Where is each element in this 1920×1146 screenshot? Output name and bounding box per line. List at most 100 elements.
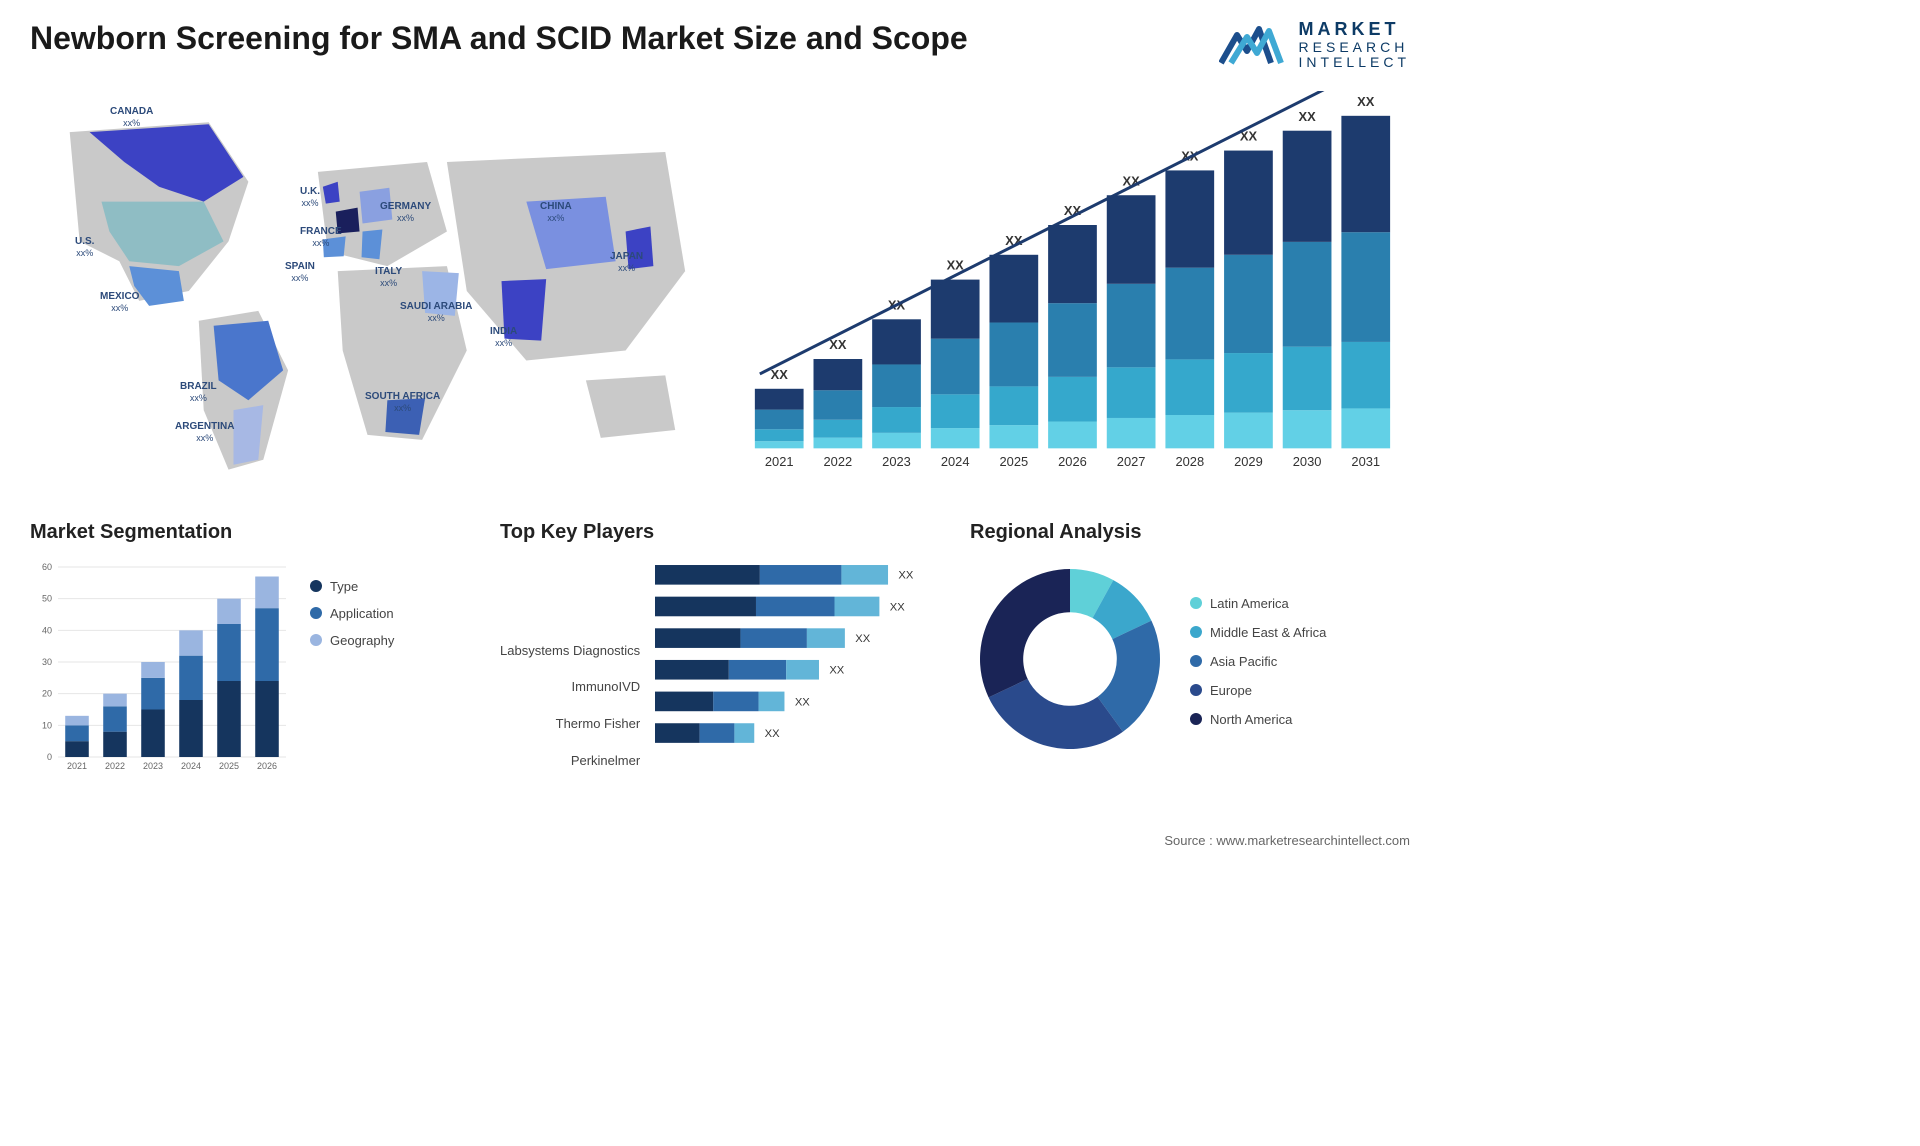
- map-label: SAUDI ARABIAxx%: [400, 301, 472, 324]
- svg-text:2027: 2027: [1117, 454, 1146, 469]
- svg-text:2023: 2023: [143, 761, 163, 771]
- svg-text:10: 10: [42, 720, 52, 730]
- map-label: CHINAxx%: [540, 201, 572, 224]
- svg-text:XX: XX: [899, 569, 914, 581]
- players-panel: Top Key Players Labsystems DiagnosticsIm…: [500, 521, 940, 801]
- svg-text:50: 50: [42, 593, 52, 603]
- player-name: Perkinelmer: [500, 742, 640, 779]
- legend-dot-icon: [1190, 684, 1202, 696]
- logo-line1: MARKET: [1299, 20, 1410, 40]
- map-label: FRANCExx%: [300, 226, 342, 249]
- svg-text:2029: 2029: [1234, 454, 1263, 469]
- legend-dot-icon: [1190, 713, 1202, 725]
- map-label: JAPANxx%: [610, 251, 643, 274]
- player-name: [500, 559, 640, 596]
- regional-title: Regional Analysis: [970, 521, 1410, 544]
- segmentation-legend: Type Application Geography: [310, 559, 394, 784]
- map-label: GERMANYxx%: [380, 201, 431, 224]
- legend-dot-icon: [1190, 597, 1202, 609]
- legend-item: North America: [1190, 712, 1326, 727]
- svg-text:2021: 2021: [765, 454, 794, 469]
- source-text: Source : www.marketresearchintellect.com: [1164, 833, 1410, 848]
- regional-donut: [970, 559, 1170, 759]
- map-label: CANADAxx%: [110, 106, 153, 129]
- map-label: U.K.xx%: [300, 186, 320, 209]
- svg-text:XX: XX: [765, 728, 780, 740]
- regional-legend: Latin America Middle East & Africa Asia Pa…: [1190, 596, 1326, 727]
- legend-label: Application: [330, 606, 394, 621]
- regional-panel: Regional Analysis Latin America Middle Ea…: [970, 521, 1410, 801]
- map-label: U.S.xx%: [75, 236, 94, 259]
- legend-label: Type: [330, 579, 358, 594]
- world-map: CANADAxx% U.S.xx% MEXICOxx% BRAZILxx% ARGENT…: [30, 91, 705, 491]
- player-name: Thermo Fisher: [500, 705, 640, 742]
- page-title: Newborn Screening for SMA and SCID Marke…: [30, 20, 968, 57]
- logo-icon: [1219, 23, 1289, 68]
- segmentation-title: Market Segmentation: [30, 521, 470, 544]
- map-label: MEXICOxx%: [100, 291, 139, 314]
- legend-item: Geography: [310, 633, 394, 648]
- legend-dot-icon: [310, 634, 322, 646]
- svg-text:XX: XX: [771, 366, 789, 381]
- map-label: ARGENTINAxx%: [175, 421, 234, 444]
- svg-text:2025: 2025: [999, 454, 1028, 469]
- legend-dot-icon: [1190, 626, 1202, 638]
- svg-text:40: 40: [42, 625, 52, 635]
- segmentation-chart: 0102030405060202120222023202420252026: [30, 559, 290, 779]
- svg-text:2022: 2022: [105, 761, 125, 771]
- player-name: [500, 595, 640, 632]
- legend-label: Latin America: [1210, 596, 1289, 611]
- growth-chart: XX2021XX2022XX2023XX2024XX2025XX2026XX20…: [735, 91, 1410, 491]
- svg-text:XX: XX: [855, 633, 870, 645]
- svg-text:XX: XX: [829, 337, 847, 352]
- players-chart: XX XX XX XX XX XX: [655, 559, 940, 749]
- legend-label: North America: [1210, 712, 1292, 727]
- legend-item: Asia Pacific: [1190, 654, 1326, 669]
- svg-text:2031: 2031: [1351, 454, 1380, 469]
- svg-text:0: 0: [47, 752, 52, 762]
- legend-item: Latin America: [1190, 596, 1326, 611]
- svg-text:XX: XX: [1357, 93, 1375, 108]
- svg-text:2030: 2030: [1293, 454, 1322, 469]
- svg-text:2025: 2025: [219, 761, 239, 771]
- svg-text:XX: XX: [795, 696, 810, 708]
- svg-text:2023: 2023: [882, 454, 911, 469]
- logo-line2: RESEARCH: [1299, 40, 1410, 55]
- svg-text:XX: XX: [947, 257, 965, 272]
- player-name: ImmunoIVD: [500, 669, 640, 706]
- legend-label: Europe: [1210, 683, 1252, 698]
- svg-text:2026: 2026: [1058, 454, 1087, 469]
- logo-line3: INTELLECT: [1299, 55, 1410, 70]
- legend-item: Europe: [1190, 683, 1326, 698]
- svg-text:60: 60: [42, 562, 52, 572]
- legend-item: Middle East & Africa: [1190, 625, 1326, 640]
- map-label: SOUTH AFRICAxx%: [365, 391, 440, 414]
- svg-text:2028: 2028: [1175, 454, 1204, 469]
- svg-text:2026: 2026: [257, 761, 277, 771]
- player-name: Labsystems Diagnostics: [500, 632, 640, 669]
- legend-label: Geography: [330, 633, 394, 648]
- svg-text:XX: XX: [890, 601, 905, 613]
- svg-text:2024: 2024: [941, 454, 970, 469]
- players-title: Top Key Players: [500, 521, 940, 544]
- svg-text:20: 20: [42, 688, 52, 698]
- svg-text:30: 30: [42, 657, 52, 667]
- map-label: SPAINxx%: [285, 261, 315, 284]
- svg-text:2022: 2022: [824, 454, 853, 469]
- map-label: INDIAxx%: [490, 326, 517, 349]
- svg-text:XX: XX: [1298, 108, 1316, 123]
- svg-text:XX: XX: [830, 664, 845, 676]
- legend-dot-icon: [1190, 655, 1202, 667]
- svg-text:2024: 2024: [181, 761, 201, 771]
- legend-item: Application: [310, 606, 394, 621]
- map-label: ITALYxx%: [375, 266, 402, 289]
- legend-label: Middle East & Africa: [1210, 625, 1326, 640]
- segmentation-panel: Market Segmentation 01020304050602021202…: [30, 521, 470, 801]
- legend-label: Asia Pacific: [1210, 654, 1277, 669]
- players-labels: Labsystems DiagnosticsImmunoIVDThermo Fi…: [500, 559, 640, 787]
- legend-item: Type: [310, 579, 394, 594]
- map-label: BRAZILxx%: [180, 381, 217, 404]
- legend-dot-icon: [310, 607, 322, 619]
- brand-logo: MARKET RESEARCH INTELLECT: [1219, 20, 1410, 71]
- legend-dot-icon: [310, 580, 322, 592]
